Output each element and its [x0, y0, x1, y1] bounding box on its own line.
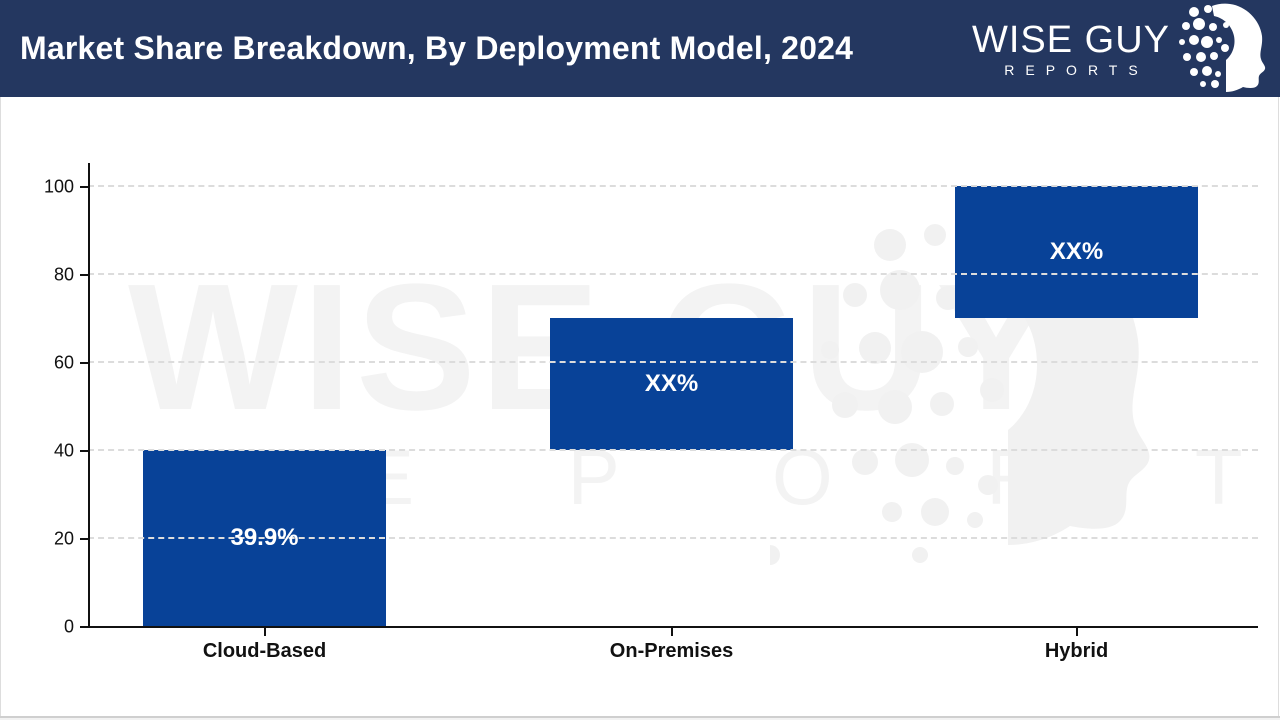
- logo-wiseguy-text: WISE GUY: [971, 18, 1170, 61]
- y-tick-40: [80, 450, 88, 452]
- logo-wordmark: WISE GUY REPORTS: [972, 21, 1170, 77]
- y-tick-0: [80, 626, 88, 628]
- x-axis-line: [88, 626, 1258, 628]
- frame-border-bottom-outer: [0, 718, 1280, 720]
- y-tick-100: [80, 186, 88, 188]
- bar-value-label-2: XX%: [644, 370, 699, 397]
- y-tick-label-40: 40: [53, 440, 74, 461]
- y-axis-line: [88, 163, 90, 628]
- gridline-40: [88, 449, 1258, 451]
- wiseguy-logo: WISE GUY REPORTS: [972, 0, 1272, 97]
- gridline-100: [88, 185, 1258, 187]
- x-tick-label-2: On-Premises: [609, 640, 734, 662]
- bar-value-label-1: 39.9%: [230, 524, 299, 552]
- frame-border-right: [1278, 97, 1279, 717]
- x-tick-1: [263, 628, 266, 636]
- bar-hybrid: [955, 186, 1198, 318]
- x-tick-label-3: Hybrid: [1044, 640, 1109, 662]
- x-tick-2: [670, 628, 673, 636]
- gridline-20: [88, 537, 1258, 539]
- y-tick-label-80: 80: [53, 264, 74, 285]
- logo-reports-text: REPORTS: [1004, 61, 1149, 78]
- gridline-80: [88, 273, 1258, 275]
- bar-value-label-3: XX%: [1049, 238, 1104, 265]
- y-tick-label-100: 100: [43, 176, 74, 197]
- frame-border-bottom: [0, 716, 1280, 718]
- gridline-60: [88, 361, 1258, 363]
- frame-border-left: [0, 97, 1, 717]
- y-tick-label-0: 0: [63, 616, 74, 637]
- x-tick-label-1: Cloud-Based: [202, 640, 327, 662]
- bar-on-premises: [550, 318, 793, 450]
- y-tick-60: [80, 362, 88, 364]
- y-tick-label-60: 60: [53, 352, 74, 373]
- y-tick-80: [80, 274, 88, 276]
- page-title: Market Share Breakdown, By Deployment Mo…: [20, 30, 854, 66]
- x-tick-3: [1075, 628, 1078, 636]
- y-tick-label-20: 20: [53, 528, 74, 549]
- header-bar: Market Share Breakdown, By Deployment Mo…: [0, 0, 1280, 97]
- wiseguy-face-icon: [1172, 0, 1272, 97]
- y-tick-20: [80, 538, 88, 540]
